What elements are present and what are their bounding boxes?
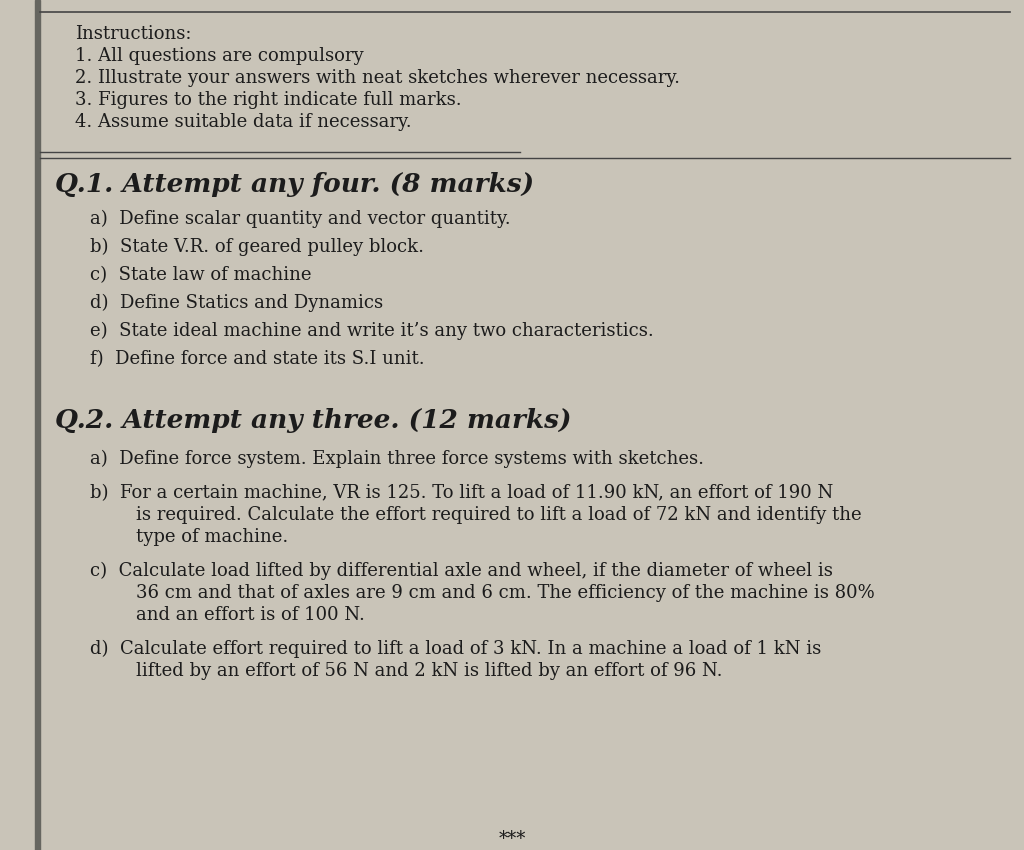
Text: c)  State law of machine: c) State law of machine bbox=[90, 266, 311, 284]
Text: d)  Calculate effort required to lift a load of 3 kN. In a machine a load of 1 k: d) Calculate effort required to lift a l… bbox=[90, 640, 821, 658]
Text: Q.2. Attempt any three. (12 marks): Q.2. Attempt any three. (12 marks) bbox=[55, 408, 571, 433]
Text: lifted by an effort of 56 N and 2 kN is lifted by an effort of 96 N.: lifted by an effort of 56 N and 2 kN is … bbox=[90, 662, 723, 680]
Text: 3. Figures to the right indicate full marks.: 3. Figures to the right indicate full ma… bbox=[75, 91, 462, 109]
Text: b)  For a certain machine, VR is 125. To lift a load of 11.90 kN, an effort of 1: b) For a certain machine, VR is 125. To … bbox=[90, 484, 834, 502]
Text: 4. Assume suitable data if necessary.: 4. Assume suitable data if necessary. bbox=[75, 113, 412, 131]
Text: is required. Calculate the effort required to lift a load of 72 kN and identify : is required. Calculate the effort requir… bbox=[90, 506, 861, 524]
Text: Q.1. Attempt any four. (8 marks): Q.1. Attempt any four. (8 marks) bbox=[55, 172, 535, 197]
Text: 1. All questions are compulsory: 1. All questions are compulsory bbox=[75, 47, 364, 65]
Text: ***: *** bbox=[499, 830, 525, 848]
Text: type of machine.: type of machine. bbox=[90, 528, 288, 546]
Text: e)  State ideal machine and write it’s any two characteristics.: e) State ideal machine and write it’s an… bbox=[90, 322, 653, 340]
Text: Instructions:: Instructions: bbox=[75, 25, 191, 43]
Text: c)  Calculate load lifted by differential axle and wheel, if the diameter of whe: c) Calculate load lifted by differential… bbox=[90, 562, 833, 581]
Text: and an effort is of 100 N.: and an effort is of 100 N. bbox=[90, 606, 365, 624]
Text: f)  Define force and state its S.I unit.: f) Define force and state its S.I unit. bbox=[90, 350, 425, 368]
Text: b)  State V.R. of geared pulley block.: b) State V.R. of geared pulley block. bbox=[90, 238, 424, 256]
Text: d)  Define Statics and Dynamics: d) Define Statics and Dynamics bbox=[90, 294, 383, 312]
Text: a)  Define force system. Explain three force systems with sketches.: a) Define force system. Explain three fo… bbox=[90, 450, 705, 468]
Text: 36 cm and that of axles are 9 cm and 6 cm. The efficiency of the machine is 80%: 36 cm and that of axles are 9 cm and 6 c… bbox=[90, 584, 874, 602]
Text: a)  Define scalar quantity and vector quantity.: a) Define scalar quantity and vector qua… bbox=[90, 210, 511, 229]
Bar bbox=[35, 0, 40, 850]
Text: 2. Illustrate your answers with neat sketches wherever necessary.: 2. Illustrate your answers with neat ske… bbox=[75, 69, 680, 87]
